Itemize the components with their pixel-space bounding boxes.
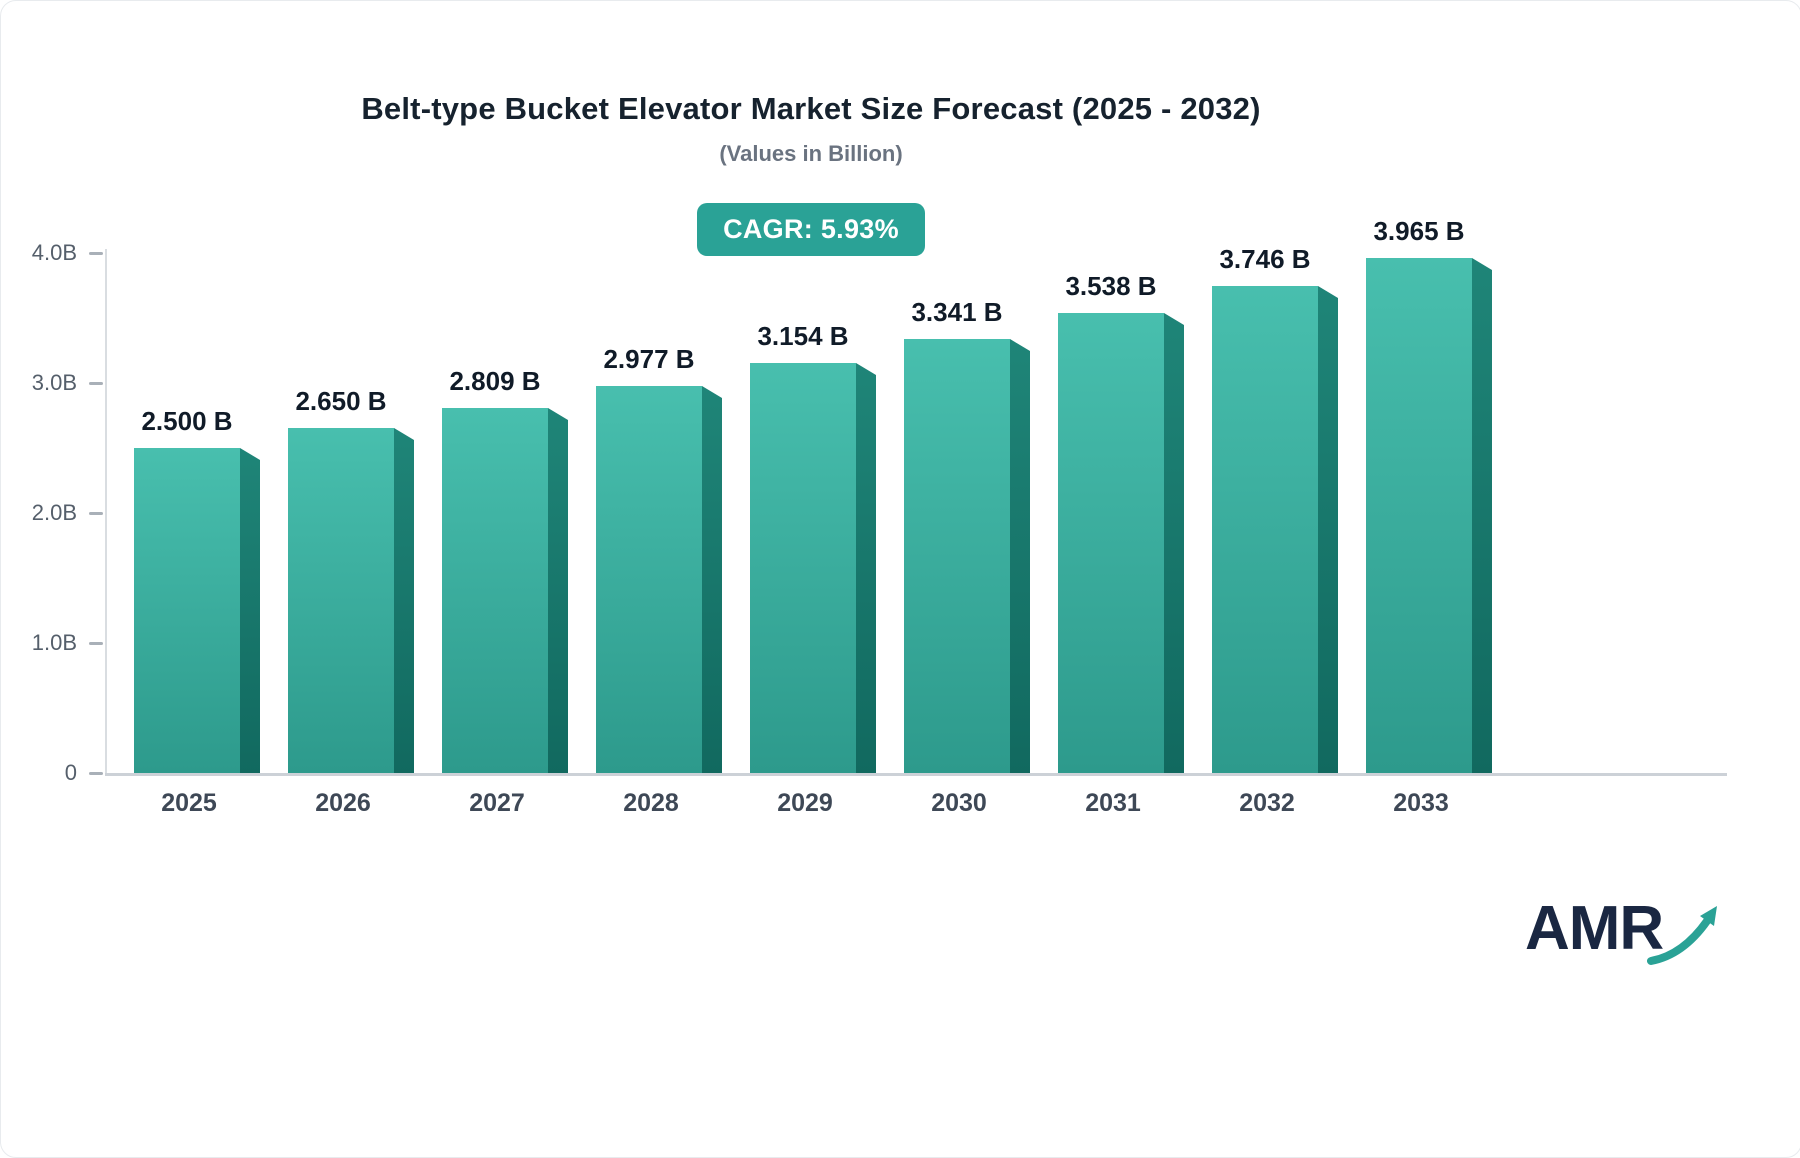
x-tick-label: 2033 bbox=[1393, 789, 1449, 817]
x-axis-line bbox=[105, 773, 1727, 776]
y-tick-mark bbox=[89, 512, 103, 515]
bar-value-label: 2.977 B bbox=[603, 344, 695, 374]
bar-side bbox=[1164, 313, 1184, 773]
y-tick-mark bbox=[89, 382, 103, 385]
bar[interactable]: 3.538 B bbox=[1058, 271, 1184, 773]
bar-value-label: 3.154 B bbox=[757, 321, 849, 351]
bar-side bbox=[240, 448, 260, 773]
bar-side bbox=[394, 428, 414, 773]
bar[interactable]: 2.977 B bbox=[596, 344, 722, 773]
bar-face bbox=[1212, 286, 1318, 773]
y-tick-label: 3.0B bbox=[31, 370, 77, 395]
bar-face bbox=[134, 448, 240, 773]
bar-value-label: 2.650 B bbox=[295, 386, 387, 416]
bar[interactable]: 3.965 B bbox=[1366, 216, 1492, 773]
bar-value-label: 3.965 B bbox=[1373, 216, 1465, 246]
bar-value-label: 3.538 B bbox=[1065, 271, 1157, 301]
bar-face bbox=[1366, 258, 1472, 773]
bar-side bbox=[548, 408, 568, 773]
bar-value-label: 3.746 B bbox=[1219, 244, 1311, 274]
y-tick-label: 2.0B bbox=[31, 500, 77, 525]
bar-face bbox=[442, 408, 548, 773]
x-tick-label: 2025 bbox=[161, 789, 217, 817]
bar[interactable]: 2.809 B bbox=[442, 366, 568, 773]
y-tick-label: 0 bbox=[64, 760, 77, 785]
cagr-badge: CAGR: 5.93% bbox=[697, 203, 925, 256]
bar-side bbox=[856, 363, 876, 773]
bar-face bbox=[1058, 313, 1164, 773]
bar[interactable]: 3.341 B bbox=[904, 297, 1030, 773]
bar-face bbox=[904, 339, 1010, 773]
brand-wordmark: AMR bbox=[1525, 894, 1664, 963]
bar-value-label: 2.809 B bbox=[449, 366, 541, 396]
chart-header: Belt-type Bucket Elevator Market Size Fo… bbox=[1, 1, 1621, 256]
x-tick-label: 2029 bbox=[777, 789, 833, 817]
bar-side bbox=[1010, 339, 1030, 773]
bar-side bbox=[1318, 286, 1338, 773]
y-tick-label: 1.0B bbox=[31, 630, 77, 655]
bar-side bbox=[1472, 258, 1492, 773]
y-tick-label: 4.0B bbox=[31, 240, 77, 265]
bar-value-label: 3.341 B bbox=[911, 297, 1003, 327]
bar-face bbox=[750, 363, 856, 773]
y-tick-mark bbox=[89, 252, 103, 255]
brand-arrow-icon bbox=[1647, 906, 1717, 965]
bar-side bbox=[702, 386, 722, 773]
bar-face bbox=[288, 428, 394, 773]
chart-title: Belt-type Bucket Elevator Market Size Fo… bbox=[361, 91, 1261, 126]
bar[interactable]: 3.746 B bbox=[1212, 244, 1338, 773]
y-tick-mark bbox=[89, 772, 103, 775]
x-tick-label: 2031 bbox=[1085, 789, 1141, 817]
y-tick-mark bbox=[89, 642, 103, 645]
bar[interactable]: 2.500 B bbox=[134, 406, 260, 773]
bar-value-label: 2.500 B bbox=[141, 406, 233, 436]
bar[interactable]: 2.650 B bbox=[288, 386, 414, 773]
x-tick-label: 2027 bbox=[469, 789, 525, 817]
x-tick-label: 2030 bbox=[931, 789, 987, 817]
brand-logo: AMR bbox=[1525, 893, 1745, 988]
bar-face bbox=[596, 386, 702, 773]
x-tick-label: 2028 bbox=[623, 789, 679, 817]
bar[interactable]: 3.154 B bbox=[750, 321, 876, 773]
x-tick-label: 2026 bbox=[315, 789, 371, 817]
y-axis-line bbox=[105, 249, 107, 773]
chart-subtitle: (Values in Billion) bbox=[719, 141, 903, 166]
x-tick-label: 2032 bbox=[1239, 789, 1295, 817]
